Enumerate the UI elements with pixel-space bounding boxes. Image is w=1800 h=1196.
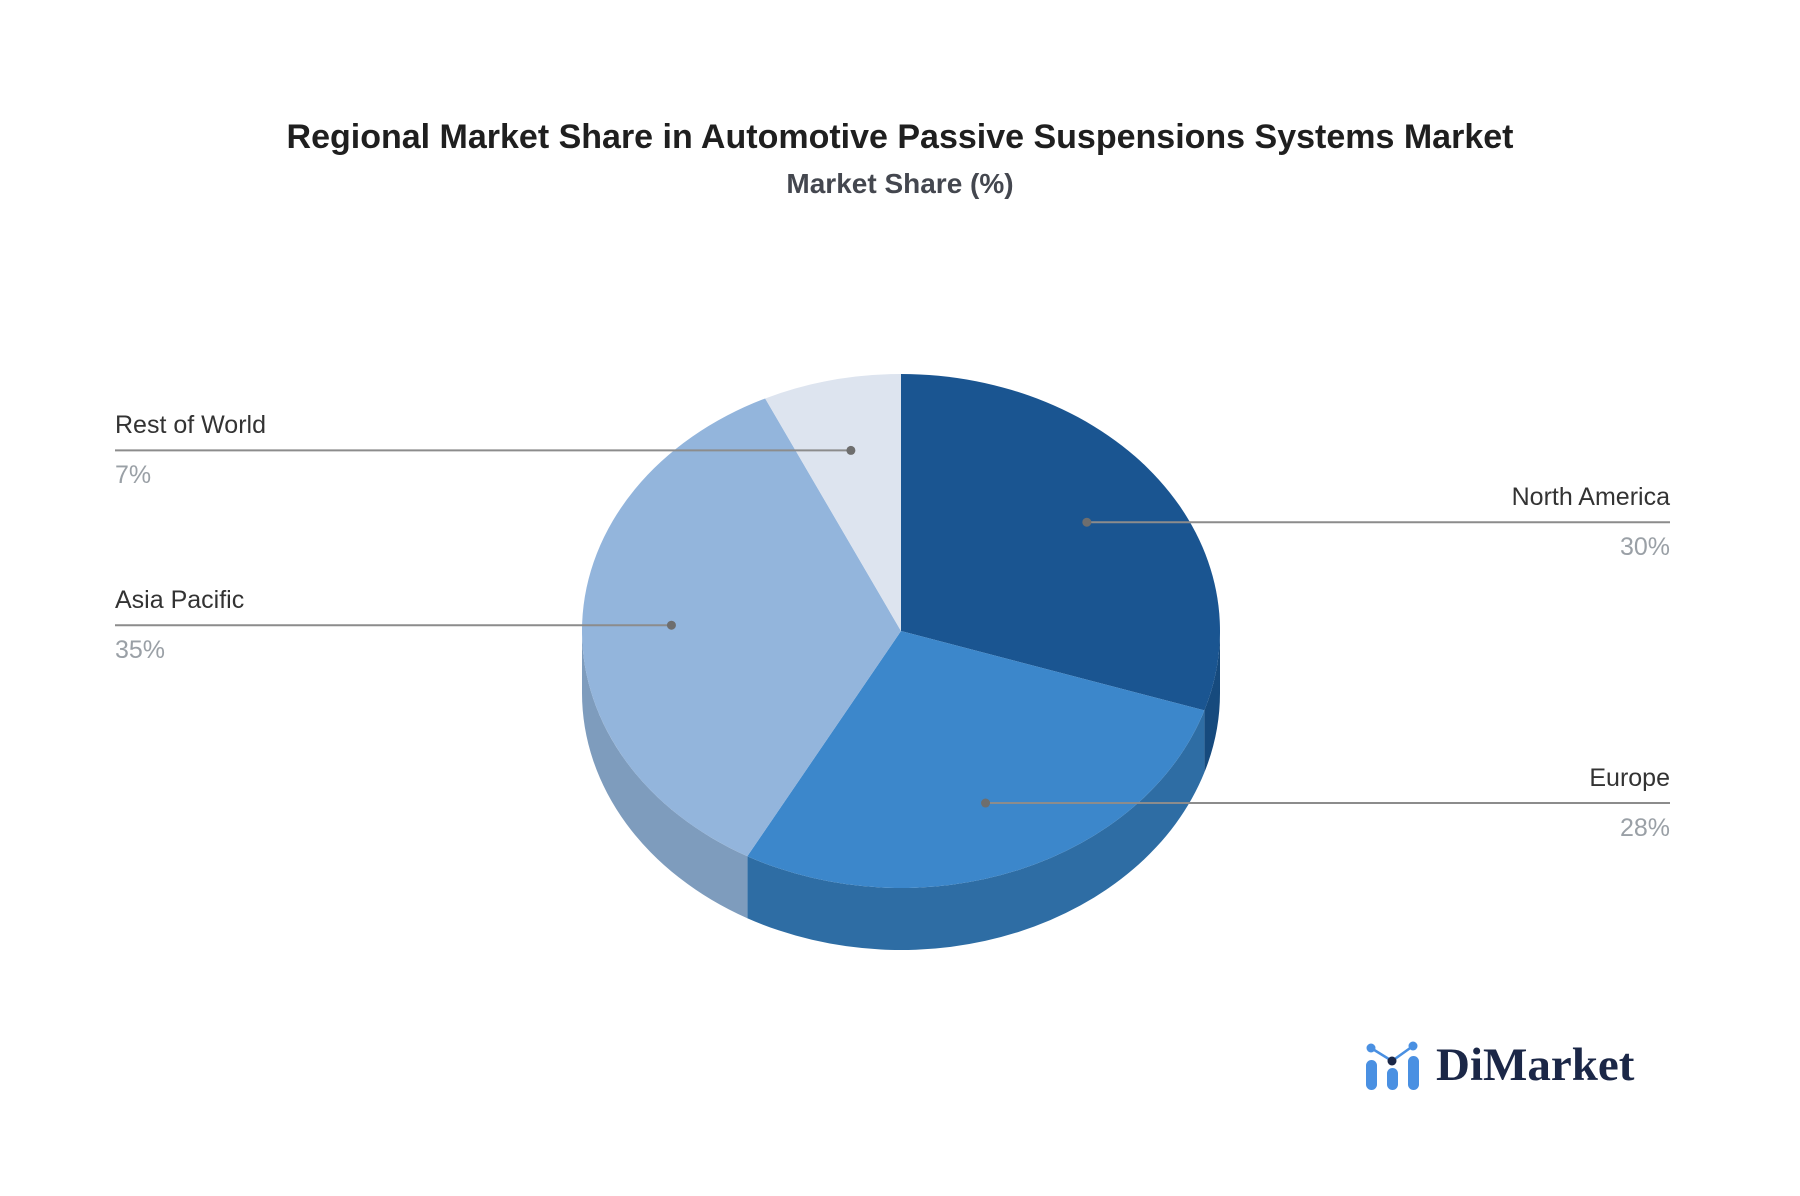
leader-dot-north-america [1082, 517, 1092, 527]
pie-slice-rest-of-world[interactable] [765, 374, 901, 631]
pie-slice-side-asia-pacific [582, 631, 748, 919]
chart-title: Regional Market Share in Automotive Pass… [286, 118, 1514, 156]
leader-dot-asia-pacific [666, 620, 676, 630]
pie-slice-side-north-america [1204, 631, 1220, 773]
bar-line-chart-icon [1366, 1041, 1419, 1090]
pie-slice-asia-pacific[interactable] [582, 398, 901, 857]
pie-slice-north-america[interactable] [901, 373, 1220, 711]
pie-slice-europe[interactable] [747, 631, 1205, 888]
leader-dot-rest-of-world [846, 445, 856, 455]
brand-logo: DiMarket [1366, 1040, 1634, 1090]
leader-dot-europe [981, 798, 991, 808]
brand-name: DiMarket [1436, 1039, 1635, 1091]
pie-slice-side-europe [747, 710, 1205, 950]
chart-subtitle: Market Share (%) [786, 168, 1014, 199]
